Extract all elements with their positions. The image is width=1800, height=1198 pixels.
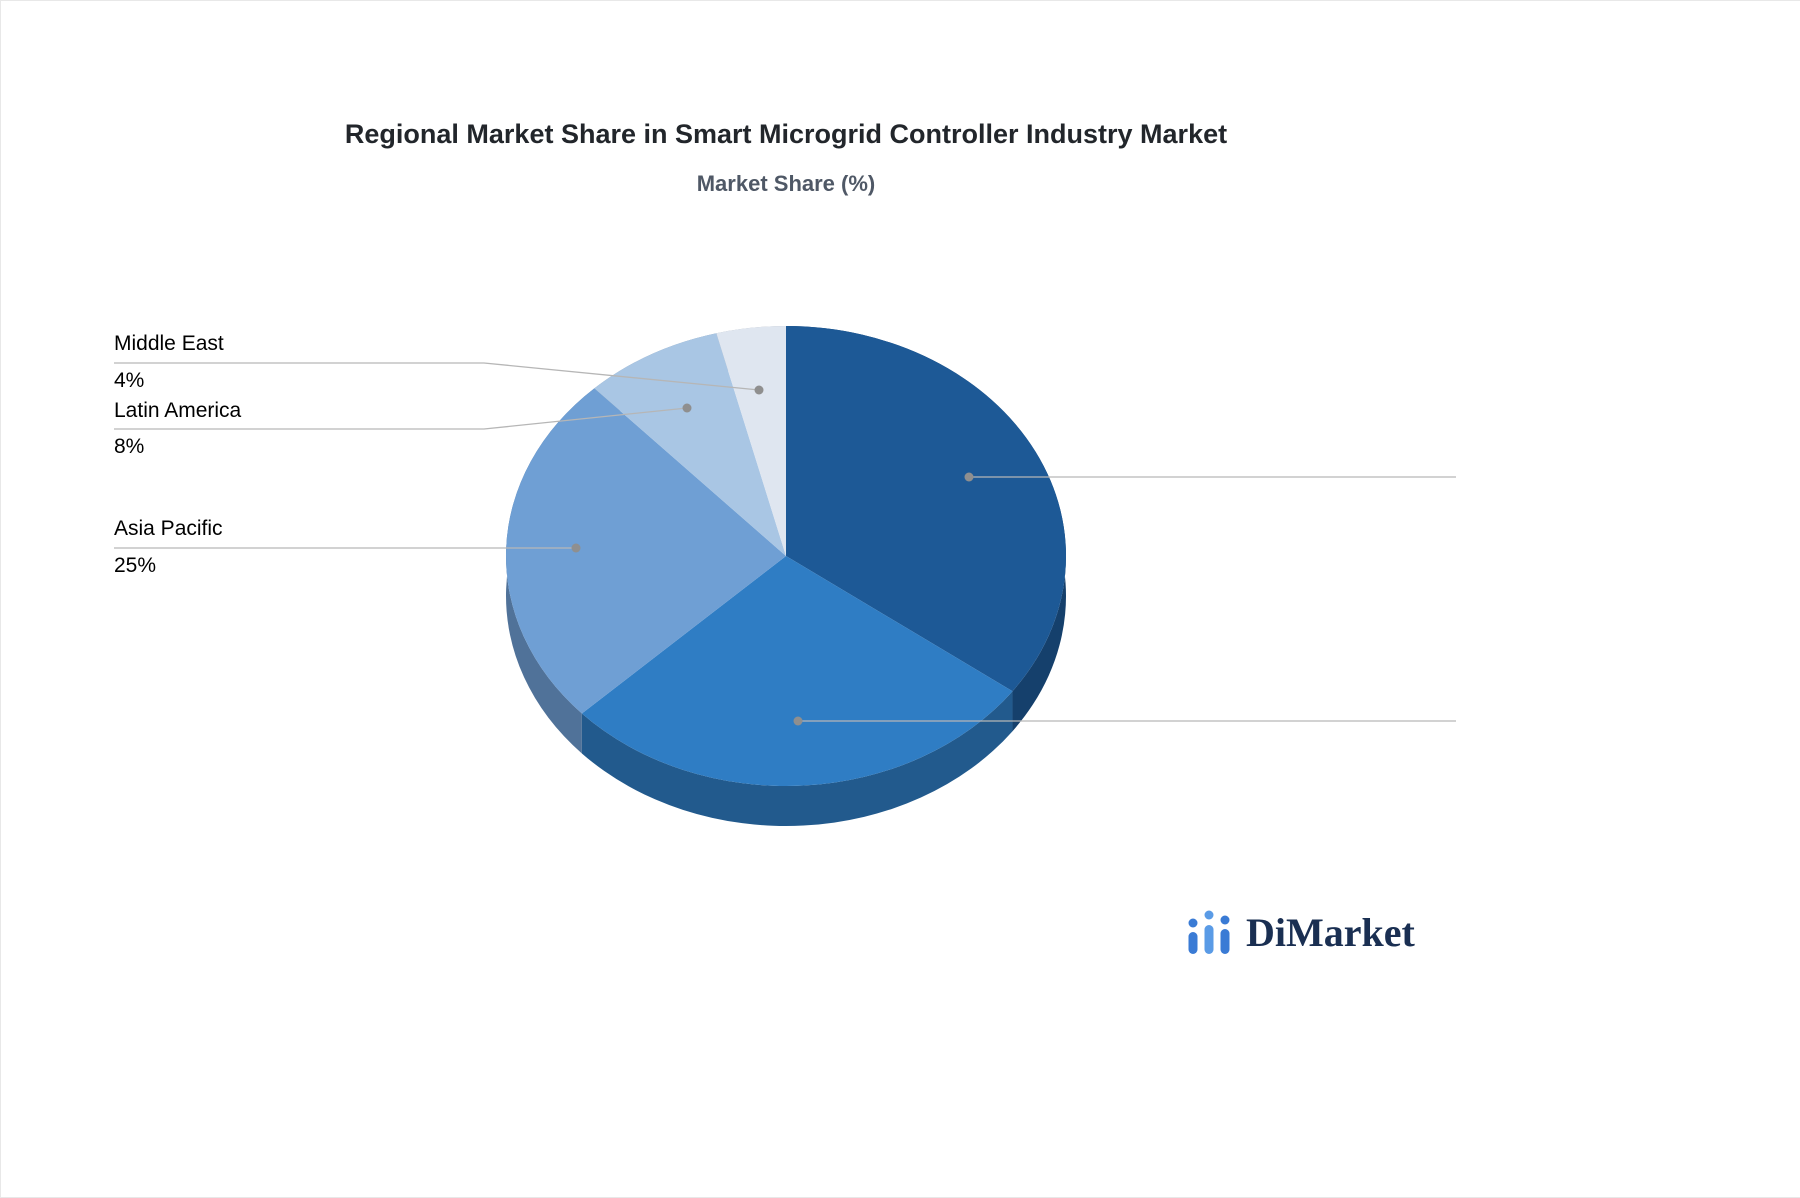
leader-line-latin-america — [114, 407, 688, 430]
chart-subtitle: Market Share (%) — [696, 171, 876, 196]
pie-slice-side-europe — [581, 691, 1013, 826]
leader-dot-north-america — [964, 472, 974, 482]
pie-slice-north-america[interactable] — [786, 326, 1066, 692]
dimarket-logo: DiMarket — [1186, 906, 1415, 958]
leader-dot-latin-america — [682, 403, 692, 413]
pie-slice-asia-pacific[interactable] — [506, 388, 786, 714]
leader-dot-europe — [793, 716, 803, 726]
chart-title: Regional Market Share in Smart Microgrid… — [344, 119, 1228, 149]
pie-slice-middle-east[interactable] — [716, 326, 786, 556]
slice-value-middle-east: 4% — [114, 369, 145, 392]
leader-line-middle-east — [114, 362, 760, 391]
leader-dot-middle-east — [754, 385, 764, 395]
slice-value-asia-pacific: 25% — [114, 554, 157, 577]
slice-label-middle-east: Middle East — [114, 332, 224, 355]
dimarket-logo-text: DiMarket — [1246, 909, 1415, 955]
slice-value-latin-america: 8% — [114, 435, 145, 458]
pie-slice-europe[interactable] — [581, 556, 1013, 787]
leader-dot-asia-pacific — [571, 543, 581, 553]
dimarket-logo-icon — [1188, 910, 1230, 954]
slice-label-latin-america: Latin America — [114, 399, 242, 422]
slice-label-asia-pacific: Asia Pacific — [114, 517, 223, 540]
pie-slice-latin-america[interactable] — [594, 333, 786, 556]
